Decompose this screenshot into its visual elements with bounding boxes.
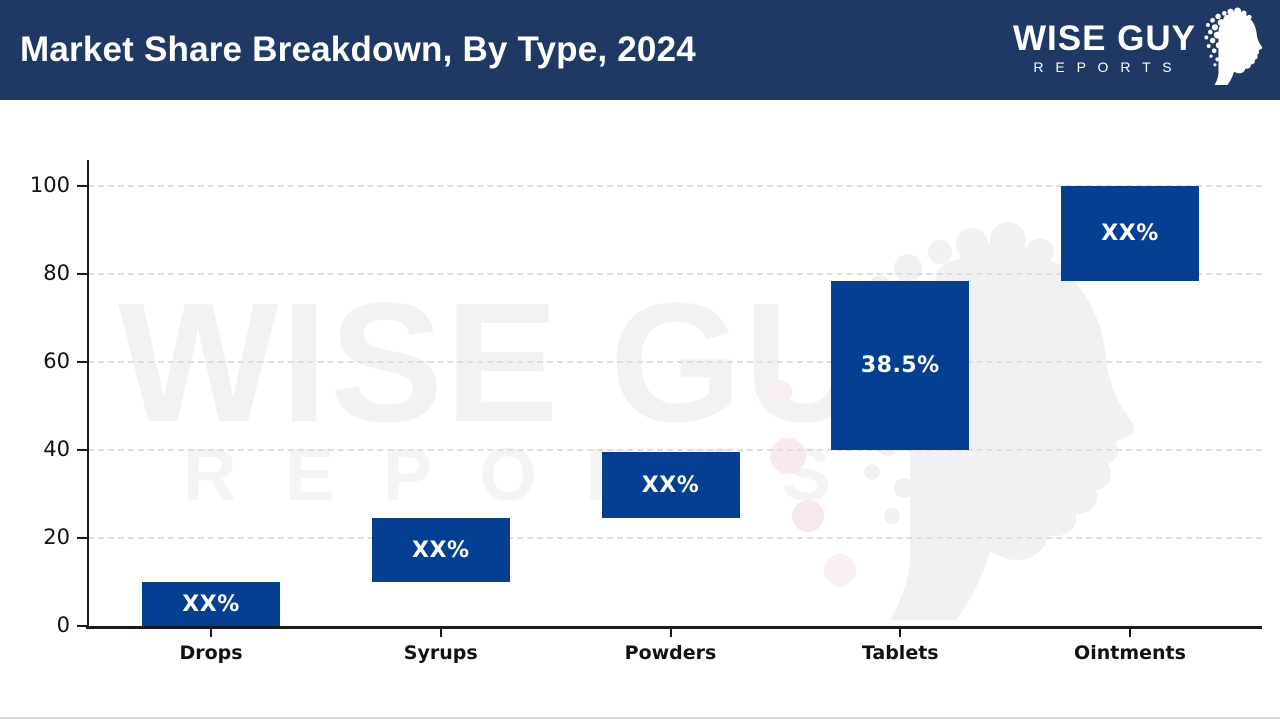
bar-value-label-drops: XX% <box>182 591 240 617</box>
x-axis-label-powders: Powders <box>624 642 717 664</box>
x-axis-line <box>86 626 1262 629</box>
bar-powders: XX% <box>601 452 740 519</box>
y-tick-label-100: 100 <box>29 173 70 197</box>
wiseguy-logo-text: WISE GUY R E P O R T S <box>1013 20 1196 76</box>
y-tick-label-80: 80 <box>43 261 70 285</box>
y-tick-label-0: 0 <box>56 613 70 637</box>
bar-ointments: XX% <box>1061 186 1199 281</box>
y-tick-0 <box>77 625 87 627</box>
gridline-60 <box>88 361 1262 363</box>
wiseguy-head-icon <box>1204 7 1263 86</box>
x-axis-label-tablets: Tablets <box>861 642 939 664</box>
bar-value-label-syrups: XX% <box>412 537 470 563</box>
gridline-20 <box>88 537 1262 539</box>
y-tick-label-40: 40 <box>43 437 70 461</box>
bar-syrups: XX% <box>371 518 510 582</box>
page-title: Market Share Breakdown, By Type, 2024 <box>20 30 696 69</box>
x-tick-syrups <box>439 629 442 637</box>
x-tick-powders <box>669 629 672 637</box>
x-axis-label-ointments: Ointments <box>1074 642 1186 664</box>
y-tick-label-60: 60 <box>43 349 70 373</box>
x-tick-ointments <box>1129 629 1131 637</box>
bar-value-label-powders: XX% <box>641 472 700 498</box>
bottom-border <box>0 717 1280 719</box>
gridline-80 <box>88 273 1262 275</box>
x-tick-tablets <box>899 629 902 637</box>
y-tick-20 <box>77 537 87 539</box>
y-tick-label-20: 20 <box>43 525 70 549</box>
gridline-100 <box>88 185 1262 187</box>
wiseguy-head-watermark-icon <box>768 222 1135 620</box>
bar-tablets: 38.5% <box>831 280 970 450</box>
x-tick-drops <box>210 629 212 637</box>
wiseguy-logo: WISE GUY R E P O R T S <box>1013 6 1268 90</box>
bar-drops: XX% <box>142 582 280 626</box>
y-tick-60 <box>77 361 87 363</box>
y-tick-40 <box>77 449 87 451</box>
logo-wordmark: WISE GUY <box>1012 19 1196 58</box>
header-bar: Market Share Breakdown, By Type, 2024 WI… <box>0 0 1280 100</box>
logo-subtitle: R E P O R T S <box>1033 59 1176 75</box>
y-axis-line <box>87 160 89 629</box>
bar-value-label-tablets: 38.5% <box>860 352 940 378</box>
gridline-40 <box>88 449 1262 451</box>
x-axis-label-drops: Drops <box>179 642 243 664</box>
y-tick-100 <box>77 185 87 187</box>
x-axis-label-syrups: Syrups <box>403 642 478 664</box>
bar-value-label-ointments: XX% <box>1101 220 1159 246</box>
y-tick-80 <box>77 273 87 275</box>
